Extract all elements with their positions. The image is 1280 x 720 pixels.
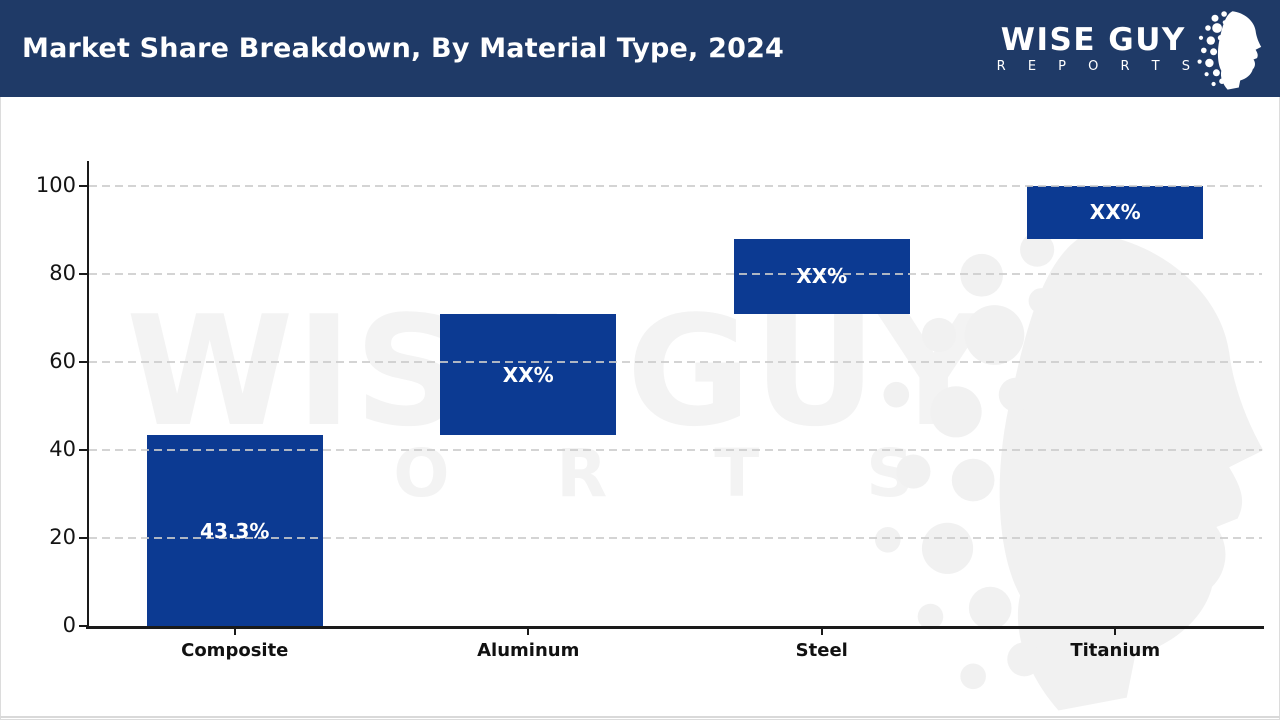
y-tick-label: 100	[35, 173, 76, 197]
wise-guy-logo: WISE GUY R E P O R T S	[997, 7, 1266, 91]
waterfall-chart: WISE GUY P O R T S 0 20 40 60 80 100 43.3% Comp…	[0, 97, 1280, 720]
bar-composite	[146, 435, 323, 626]
x-category-label: Steel	[795, 640, 848, 661]
bar-value-label: XX%	[796, 264, 848, 289]
bar-titanium	[1027, 186, 1204, 239]
bar-value-label: XX%	[502, 362, 554, 387]
y-tick-mark	[79, 449, 87, 451]
x-category-label: Composite	[181, 640, 289, 661]
x-category-label: Aluminum	[477, 640, 580, 661]
x-tick-mark	[1114, 629, 1117, 635]
bar-value-label: 43.3%	[200, 518, 270, 543]
y-tick-label: 0	[62, 613, 76, 637]
bar-value-label: XX%	[1089, 200, 1141, 225]
x-tick-mark	[820, 629, 823, 635]
y-tick-label: 40	[49, 437, 76, 461]
y-tick-mark	[79, 361, 87, 363]
y-tick-label: 20	[49, 525, 76, 549]
x-tick-mark	[233, 629, 236, 635]
y-tick-mark	[79, 273, 87, 275]
grid-line	[89, 537, 1262, 539]
grid-line	[89, 449, 1262, 451]
bar-steel	[733, 238, 910, 314]
page-bottom-border	[0, 716, 1280, 718]
y-tick-label: 60	[49, 349, 76, 373]
watermark-subtitle: P O R T S	[238, 435, 956, 512]
y-tick-mark	[79, 625, 87, 627]
grid-line	[89, 273, 1262, 275]
header-bar: Market Share Breakdown, By Material Type…	[0, 0, 1280, 97]
bar-aluminum	[440, 313, 617, 436]
grid-line	[89, 185, 1262, 187]
y-axis-line	[87, 161, 89, 629]
x-axis-line	[86, 626, 1264, 629]
y-tick-label: 80	[49, 261, 76, 285]
x-category-label: Titanium	[1070, 640, 1161, 661]
logo-wordmark: WISE GUY	[1000, 21, 1186, 58]
x-tick-mark	[527, 629, 530, 635]
logo-head-icon	[1197, 10, 1262, 90]
y-tick-mark	[79, 537, 87, 539]
page-title: Market Share Breakdown, By Material Type…	[22, 33, 785, 64]
watermark-head-icon	[875, 232, 1264, 711]
grid-line	[89, 361, 1262, 363]
logo-subtitle: R E P O R T S	[996, 58, 1199, 74]
y-tick-mark	[79, 185, 87, 187]
